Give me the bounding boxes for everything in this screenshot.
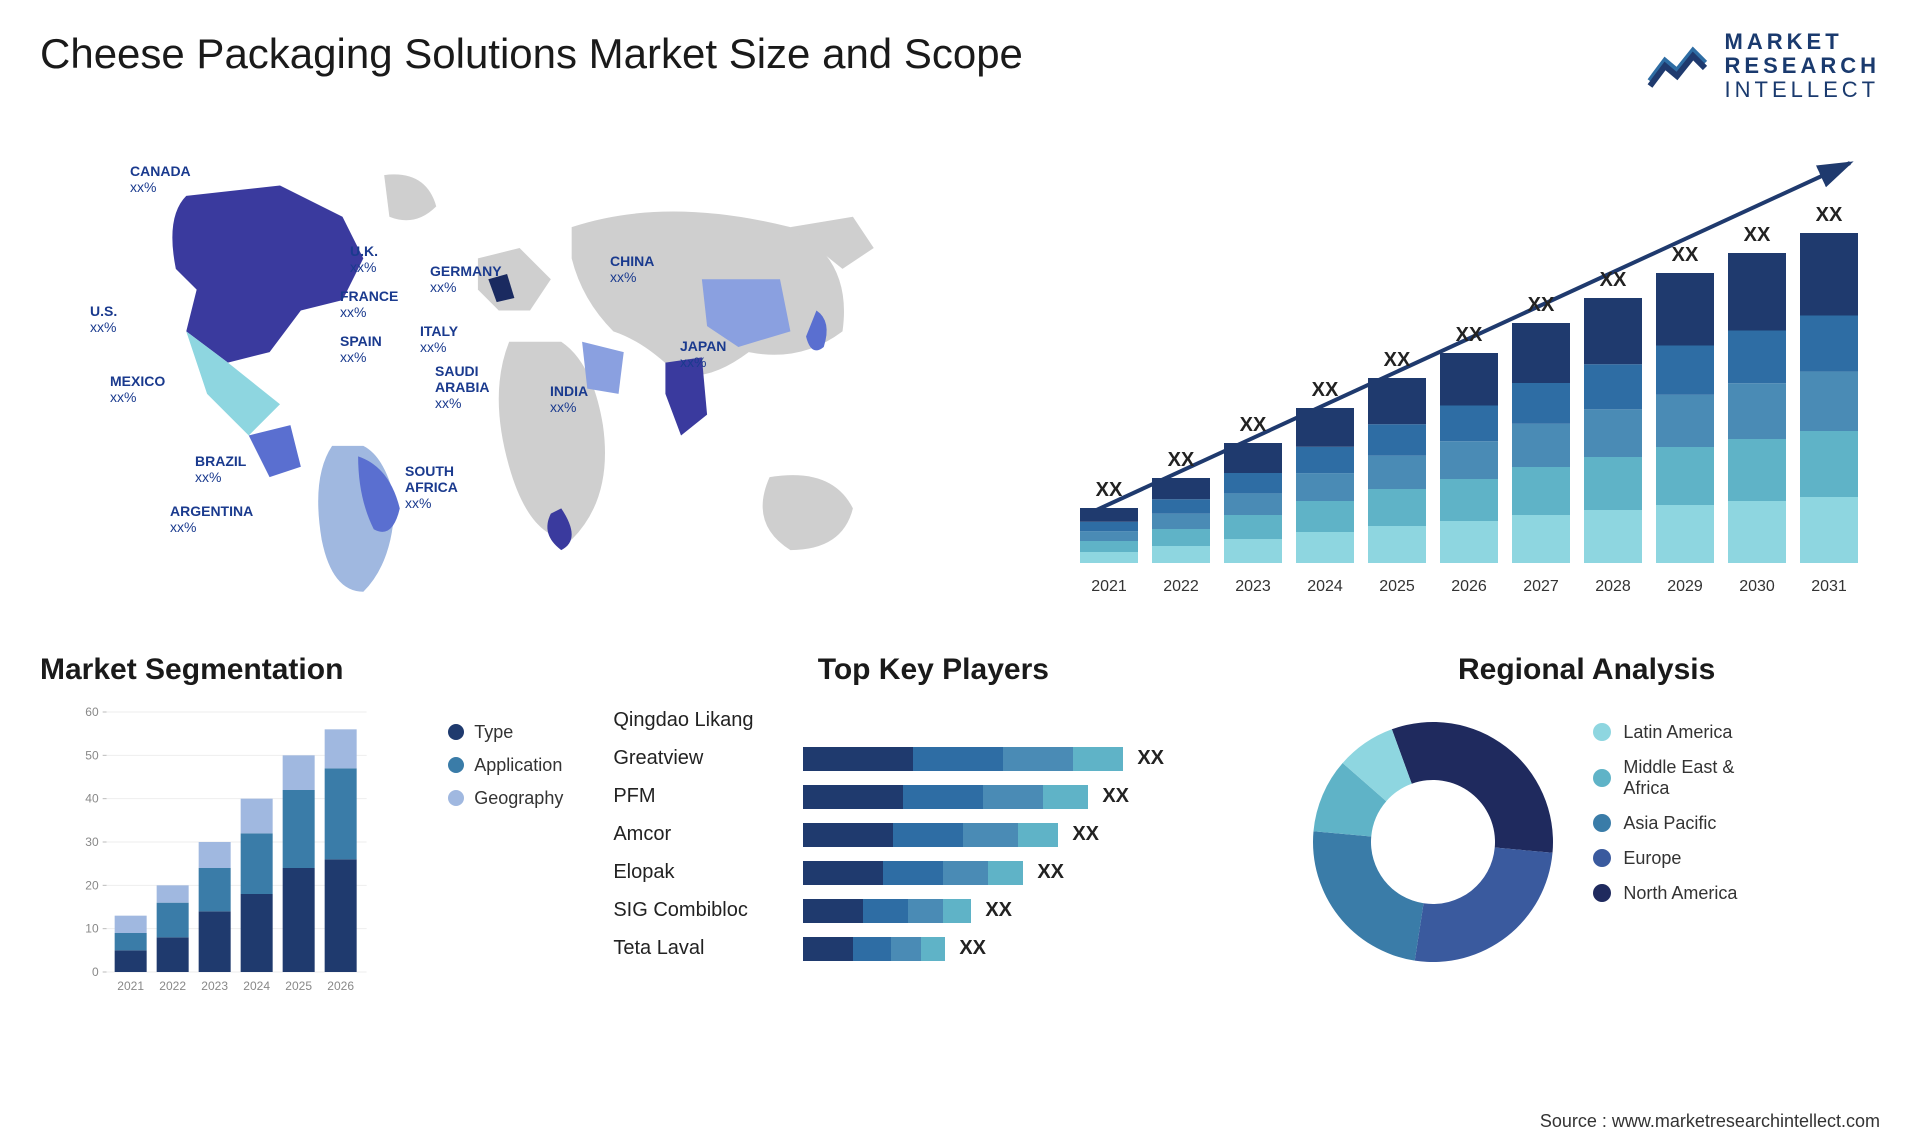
player-value: XX	[1102, 785, 1129, 808]
player-value: XX	[985, 899, 1012, 922]
page-title: Cheese Packaging Solutions Market Size a…	[40, 30, 1023, 78]
player-name: Amcor	[613, 823, 803, 846]
legend-item: Asia Pacific	[1593, 813, 1737, 834]
player-value: XX	[959, 937, 986, 960]
player-row: Teta Laval XX	[613, 930, 1253, 968]
regional-panel: Regional Analysis Latin America Middle Ea…	[1293, 653, 1880, 1033]
players-title: Top Key Players	[613, 653, 1253, 687]
svg-text:XX: XX	[1744, 224, 1771, 246]
player-value: XX	[1037, 861, 1064, 884]
map-label: ARGENTINAxx%	[170, 503, 253, 535]
map-label: U.S.xx%	[90, 303, 117, 335]
source-text: Source : www.marketresearchintellect.com	[1540, 1111, 1880, 1132]
svg-text:30: 30	[85, 835, 99, 849]
map-label: JAPANxx%	[680, 338, 726, 370]
player-value: XX	[1137, 747, 1164, 770]
player-row: Elopak XX	[613, 854, 1253, 892]
player-row: PFM XX	[613, 778, 1253, 816]
svg-text:XX: XX	[1528, 294, 1555, 316]
player-name: SIG Combibloc	[613, 899, 803, 922]
svg-text:2027: 2027	[1523, 578, 1559, 595]
players-panel: Top Key Players Qingdao Likang Greatview X…	[613, 653, 1253, 1033]
svg-text:XX: XX	[1600, 269, 1627, 291]
svg-text:2031: 2031	[1811, 578, 1847, 595]
legend-item: Geography	[448, 788, 563, 809]
segmentation-panel: Market Segmentation 0 10 20 30 40 50 60 2021 202…	[40, 653, 573, 1033]
svg-text:XX: XX	[1816, 204, 1843, 226]
map-label: GERMANYxx%	[430, 263, 502, 295]
svg-text:2026: 2026	[327, 979, 354, 993]
legend-item: North America	[1593, 883, 1737, 904]
segmentation-legend: Type Application Geography	[448, 722, 563, 821]
svg-text:40: 40	[85, 791, 99, 805]
svg-text:20: 20	[85, 878, 99, 892]
segmentation-title: Market Segmentation	[40, 653, 573, 687]
svg-text:2030: 2030	[1739, 578, 1775, 595]
svg-text:2025: 2025	[1379, 578, 1415, 595]
svg-text:2023: 2023	[201, 979, 228, 993]
svg-text:XX: XX	[1384, 349, 1411, 371]
logo-text-1: MARKET	[1725, 30, 1880, 54]
legend-item: Europe	[1593, 848, 1737, 869]
map-label: ITALYxx%	[420, 323, 458, 355]
player-name: Qingdao Likang	[613, 709, 803, 732]
legend-item: Application	[448, 755, 563, 776]
map-label: SPAINxx%	[340, 333, 382, 365]
svg-text:XX: XX	[1312, 379, 1339, 401]
svg-text:2023: 2023	[1235, 578, 1271, 595]
svg-text:60: 60	[85, 705, 99, 719]
player-row: Greatview XX	[613, 740, 1253, 778]
logo-text-2: RESEARCH	[1725, 54, 1880, 78]
map-label: SOUTHAFRICAxx%	[405, 463, 458, 511]
svg-text:50: 50	[85, 748, 99, 762]
legend-item: Type	[448, 722, 563, 743]
brand-logo: MARKET RESEARCH INTELLECT	[1645, 30, 1880, 103]
player-name: PFM	[613, 785, 803, 808]
map-label: INDIAxx%	[550, 383, 588, 415]
svg-text:XX: XX	[1168, 449, 1195, 471]
logo-icon	[1645, 41, 1715, 91]
player-row: Qingdao Likang	[613, 702, 1253, 740]
svg-text:2029: 2029	[1667, 578, 1703, 595]
map-label: CHINAxx%	[610, 253, 654, 285]
svg-text:2025: 2025	[285, 979, 312, 993]
svg-text:XX: XX	[1672, 244, 1699, 266]
svg-text:2024: 2024	[1307, 578, 1343, 595]
svg-text:2028: 2028	[1595, 578, 1631, 595]
map-label: U.K.xx%	[350, 243, 378, 275]
player-value: XX	[1072, 823, 1099, 846]
map-label: CANADAxx%	[130, 163, 191, 195]
player-name: Teta Laval	[613, 937, 803, 960]
map-label: BRAZILxx%	[195, 453, 246, 485]
logo-text-3: INTELLECT	[1725, 78, 1880, 102]
svg-text:2021: 2021	[1091, 578, 1127, 595]
svg-text:0: 0	[92, 965, 99, 979]
player-row: SIG Combibloc XX	[613, 892, 1253, 930]
player-name: Elopak	[613, 861, 803, 884]
map-label: MEXICOxx%	[110, 373, 165, 405]
svg-text:XX: XX	[1240, 414, 1267, 436]
world-map: CANADAxx% U.S.xx% MEXICOxx% BRAZILxx% ARGENT…	[40, 123, 1020, 623]
svg-text:2021: 2021	[117, 979, 144, 993]
svg-text:2022: 2022	[159, 979, 186, 993]
player-row: Amcor XX	[613, 816, 1253, 854]
regional-title: Regional Analysis	[1293, 653, 1880, 687]
map-label: SAUDIARABIAxx%	[435, 363, 489, 411]
svg-text:XX: XX	[1456, 324, 1483, 346]
svg-text:XX: XX	[1096, 479, 1123, 501]
svg-text:2026: 2026	[1451, 578, 1487, 595]
svg-text:2024: 2024	[243, 979, 270, 993]
legend-item: Middle East &Africa	[1593, 757, 1737, 799]
svg-text:10: 10	[85, 921, 99, 935]
legend-item: Latin America	[1593, 722, 1737, 743]
regional-legend: Latin America Middle East &Africa Asia Pac…	[1593, 722, 1737, 904]
player-name: Greatview	[613, 747, 803, 770]
forecast-chart: XX 2021 XX 2022 XX 2023 XX 2024 XX 2025 XX 2026 XX 20…	[1060, 123, 1880, 623]
map-svg	[40, 123, 1020, 623]
map-label: FRANCExx%	[340, 288, 398, 320]
svg-text:2022: 2022	[1163, 578, 1199, 595]
